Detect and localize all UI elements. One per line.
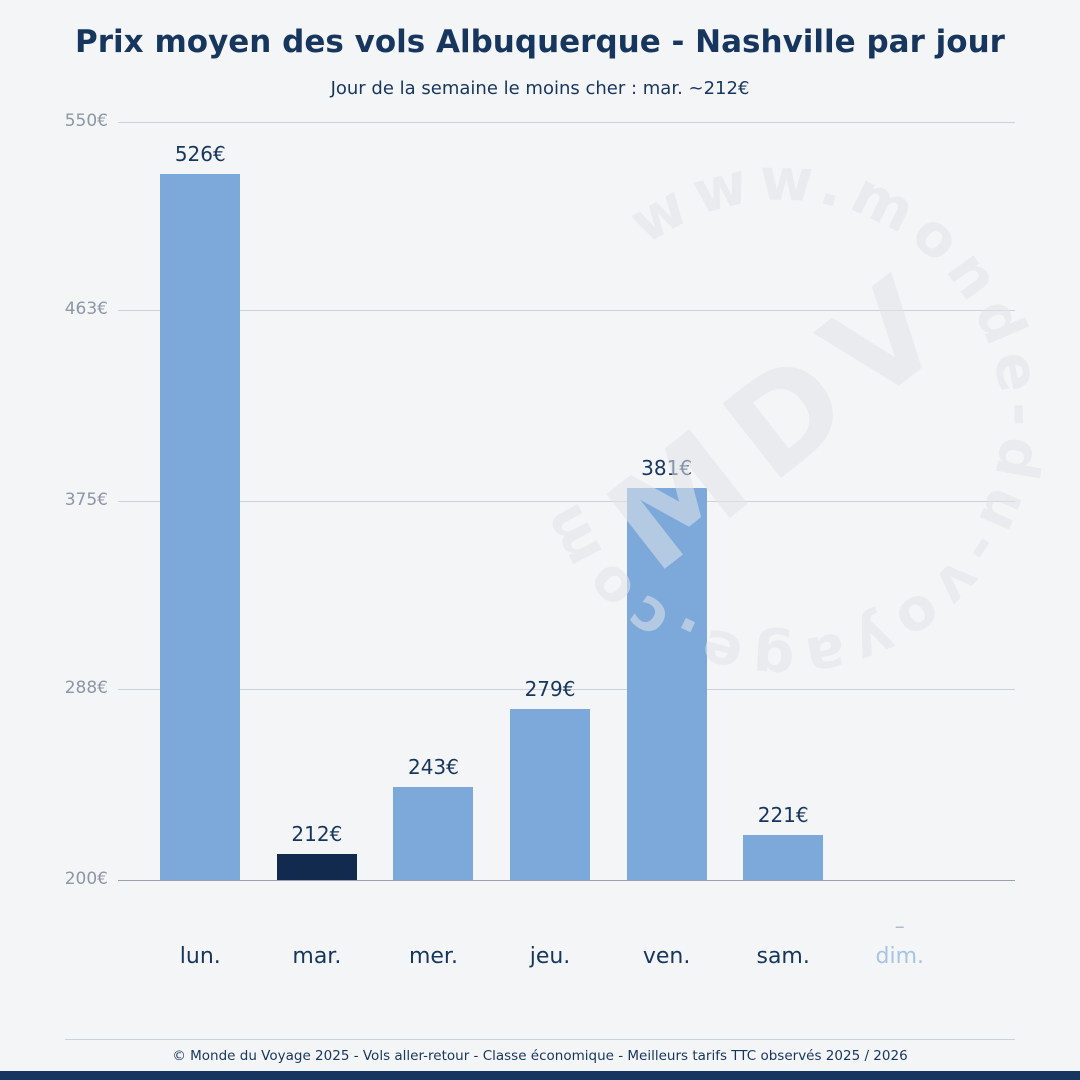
day-column: ven. [608,944,725,969]
y-axis-tick-label: 288€ [64,678,108,699]
day-column: mer. [375,944,492,969]
bar-column-dim [841,122,958,880]
day-label-jeu: jeu. [529,944,571,969]
day-column: sam. [725,944,842,969]
bar-column-jeu: 279€ [492,122,609,880]
bar-jeu [510,708,591,880]
bar-value-label: 221€ [757,802,809,827]
bar-value-label: 243€ [407,754,459,779]
day-column: jeu. [492,944,609,969]
chart-subtitle: Jour de la semaine le moins cher : mar. … [330,78,750,99]
footer-divider [65,1039,1015,1040]
bar-value-label: 381€ [641,456,693,481]
chart-bars: 526€ 212€ 243€ 279€ 381€ 221€ [142,122,958,880]
day-label-lun: lun. [179,944,221,969]
bar-mer [393,786,474,880]
bar-sam [743,834,824,880]
bar-ven [626,488,707,880]
bar-mar [276,854,357,880]
bar-value-label: 526€ [174,141,226,166]
x-axis-labels: lun. mar. mer. jeu. ven. sam. – dim. [142,914,958,969]
day-label-mer: mer. [408,944,458,969]
y-axis-tick-label: 200€ [64,869,108,889]
day-label-dim: dim. [875,944,925,969]
footer-text: © Monde du Voyage 2025 - Vols aller-reto… [172,1048,908,1064]
bar-column-sam: 221€ [725,122,842,880]
bar-column-lun: 526€ [142,122,259,880]
gridline [118,689,1015,691]
gridline [118,122,1015,123]
chart-title: Prix moyen des vols Albuquerque - Nashvi… [75,24,1005,60]
day-label-ven: ven. [642,944,691,969]
gridline [118,501,1015,502]
bar-lun [160,173,241,880]
bar-column-mer: 243€ [375,122,492,880]
bar-column-ven: 381€ [608,122,725,880]
y-axis-tick-label: 463€ [64,299,108,320]
gridline [118,880,1015,881]
day-label-mar: mar. [292,944,342,969]
bar-value-label: 279€ [524,676,576,701]
no-data-marker: – [894,914,905,938]
day-column: lun. [142,944,259,969]
bar-column-mar: 212€ [259,122,376,880]
day-column: – dim. [841,914,958,969]
day-column: mar. [259,944,376,969]
bottom-accent-bar [0,1071,1080,1080]
y-axis-tick-label: 375€ [64,490,108,510]
bar-value-label: 212€ [291,822,343,847]
day-label-sam: sam. [756,944,810,969]
gridline [118,310,1015,312]
y-axis-tick-label: 550€ [64,111,108,131]
